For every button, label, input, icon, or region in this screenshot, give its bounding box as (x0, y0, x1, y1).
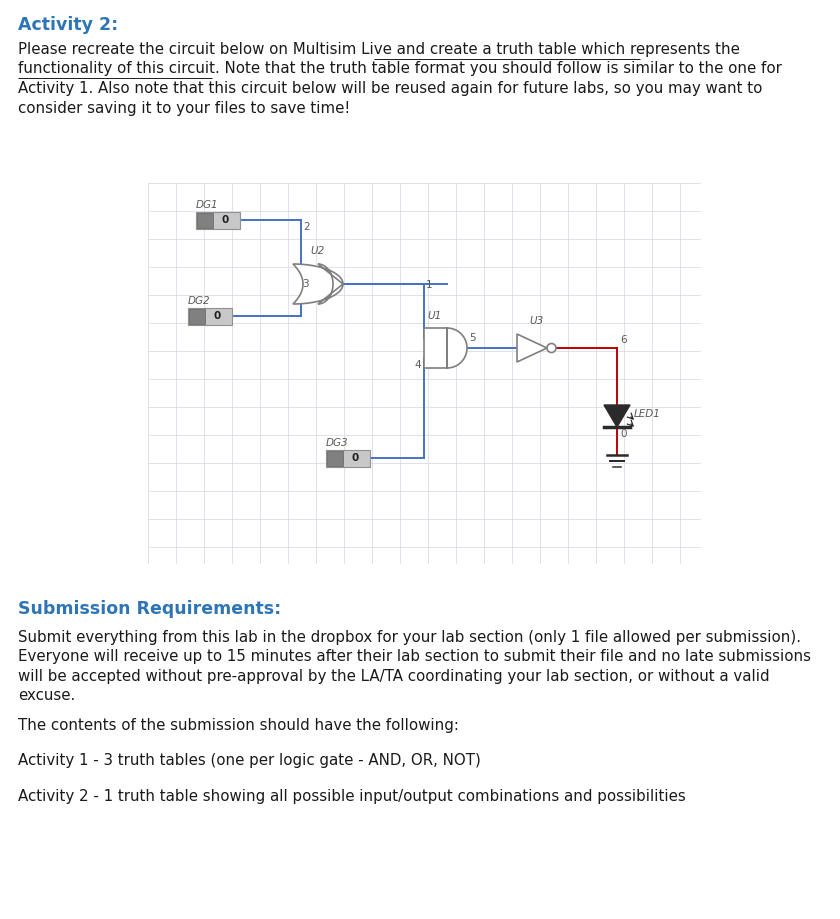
Polygon shape (604, 405, 630, 427)
Text: U2: U2 (310, 246, 324, 256)
Text: Everyone will receive up to 15 minutes after their lab section to submit their f: Everyone will receive up to 15 minutes a… (18, 650, 811, 664)
FancyBboxPatch shape (196, 211, 240, 229)
Text: will be accepted without pre-approval by the LA/TA coordinating your lab section: will be accepted without pre-approval by… (18, 669, 769, 684)
Bar (197, 212, 213, 228)
Text: U1: U1 (427, 311, 441, 321)
Text: DG2: DG2 (188, 296, 211, 305)
Text: Activity 1. Also note that this circuit below will be reused again for future la: Activity 1. Also note that this circuit … (18, 81, 763, 96)
Text: 0: 0 (222, 215, 228, 225)
Text: 2: 2 (303, 222, 310, 232)
Bar (189, 309, 205, 323)
Text: excuse.: excuse. (18, 688, 76, 704)
Text: Submit everything from this lab in the dropbox for your lab section (only 1 file: Submit everything from this lab in the d… (18, 630, 801, 645)
Text: 0: 0 (620, 429, 627, 439)
Text: Submission Requirements:: Submission Requirements: (18, 600, 281, 618)
FancyBboxPatch shape (326, 449, 370, 467)
Polygon shape (517, 334, 547, 362)
Text: 6: 6 (620, 335, 627, 345)
Text: 0: 0 (351, 453, 359, 463)
Text: Activity 1 - 3 truth tables (one per logic gate - AND, OR, NOT): Activity 1 - 3 truth tables (one per log… (18, 754, 480, 768)
Text: Activity 2:: Activity 2: (18, 16, 118, 34)
Text: consider saving it to your files to save time!: consider saving it to your files to save… (18, 100, 350, 116)
Text: The contents of the submission should have the following:: The contents of the submission should ha… (18, 718, 459, 733)
Text: LED1: LED1 (634, 409, 661, 419)
Text: Activity 2 - 1 truth table showing all possible input/output combinations and po: Activity 2 - 1 truth table showing all p… (18, 789, 685, 804)
Text: 5: 5 (469, 333, 475, 343)
Text: Please recreate the circuit below on Multisim Live and create a truth table whic: Please recreate the circuit below on Mul… (18, 42, 740, 57)
Text: functionality of this circuit. Note that the truth table format you should follo: functionality of this circuit. Note that… (18, 62, 782, 76)
Text: 4: 4 (414, 360, 421, 370)
Text: DG3: DG3 (326, 437, 349, 448)
Polygon shape (424, 328, 467, 368)
Text: 1: 1 (426, 280, 433, 290)
Bar (327, 450, 343, 466)
Text: U3: U3 (529, 316, 543, 326)
Text: DG1: DG1 (196, 199, 218, 210)
Circle shape (547, 344, 556, 353)
Text: 3: 3 (302, 279, 309, 289)
Polygon shape (293, 264, 343, 304)
FancyBboxPatch shape (188, 308, 232, 324)
Text: 0: 0 (213, 311, 221, 321)
